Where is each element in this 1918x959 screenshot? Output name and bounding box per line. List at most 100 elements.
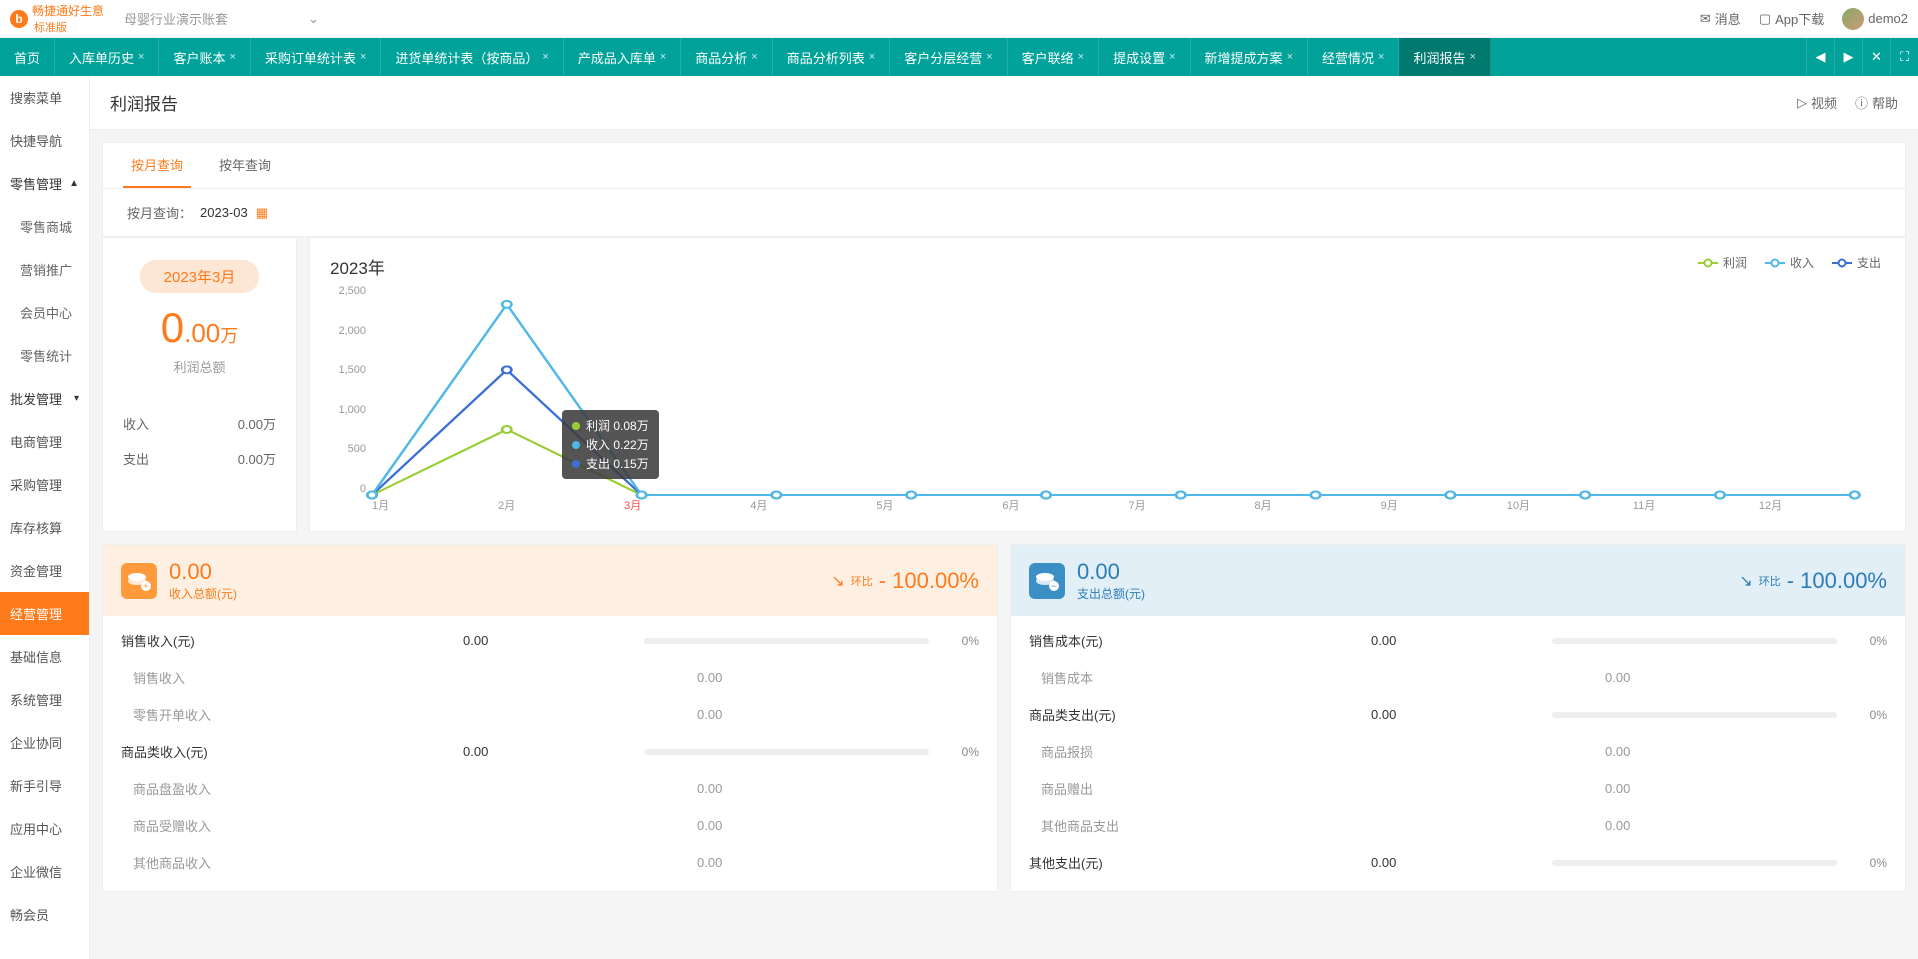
sidebar-item[interactable]: 企业微信	[0, 850, 89, 893]
table-row: 商品赠出0.00	[1029, 770, 1887, 807]
tab[interactable]: 利润报告×	[1399, 38, 1490, 76]
tab[interactable]: 采购订单统计表×	[251, 38, 381, 76]
table-row: 商品报损0.00	[1029, 733, 1887, 770]
sidebar-item[interactable]: 应用中心	[0, 807, 89, 850]
table-row: 销售收入(元)0.000%	[121, 622, 979, 659]
progress-bar	[1552, 712, 1837, 718]
progress-bar	[1552, 860, 1837, 866]
close-icon[interactable]: ×	[1469, 51, 1475, 63]
svg-text:+: +	[143, 581, 148, 591]
close-icon[interactable]: ×	[229, 51, 235, 63]
tab[interactable]: 产成品入库单×	[564, 38, 681, 76]
svg-text:−: −	[1051, 581, 1056, 591]
tab[interactable]: 经营情况×	[1308, 38, 1399, 76]
message-icon: ✉	[1700, 11, 1711, 27]
table-row: 其他商品支出0.00	[1029, 807, 1887, 844]
sidebar-item[interactable]: 经营管理	[0, 592, 89, 635]
tabs-prev[interactable]: ◀	[1806, 38, 1834, 76]
sidebar-item[interactable]: 库存核算	[0, 506, 89, 549]
sidebar-item[interactable]: 企业协同	[0, 721, 89, 764]
tabs-close-all[interactable]: ✕	[1862, 38, 1890, 76]
tab[interactable]: 提成设置×	[1099, 38, 1190, 76]
tab[interactable]: 客户联络×	[1008, 38, 1099, 76]
sidebar-item[interactable]: 采购管理	[0, 463, 89, 506]
close-icon[interactable]: ×	[138, 51, 144, 63]
tabstrip: 首页入库单历史×客户账本×采购订单统计表×进货单统计表（按商品）×产成品入库单×…	[0, 38, 1918, 76]
chart-card: 2023年 利润收入支出 2,5002,0001,5001,0005000 利润…	[309, 237, 1906, 532]
account-selector[interactable]: 母婴行业演示账套 ⌄	[124, 9, 319, 28]
legend-item[interactable]: 利润	[1698, 254, 1747, 271]
tab[interactable]: 新增提成方案×	[1191, 38, 1308, 76]
calendar-icon[interactable]: ▦	[256, 205, 268, 221]
table-row: 商品类支出(元)0.000%	[1029, 696, 1887, 733]
sidebar-item[interactable]: 基础信息	[0, 635, 89, 678]
sidebar-item[interactable]: 零售管理▲	[0, 162, 89, 205]
tab[interactable]: 首页	[0, 38, 55, 76]
help-link[interactable]: ⓘ帮助	[1855, 93, 1898, 112]
tabs-fullscreen[interactable]: ⛶	[1890, 38, 1918, 76]
tab[interactable]: 商品分析列表×	[773, 38, 890, 76]
close-icon[interactable]: ×	[1378, 51, 1384, 63]
tab[interactable]: 商品分析×	[681, 38, 772, 76]
sidebar-item[interactable]: 零售统计	[0, 334, 89, 377]
close-icon[interactable]: ×	[1287, 51, 1293, 63]
sidebar-item[interactable]: 零售商城	[0, 205, 89, 248]
chevron-icon: ▾	[74, 393, 79, 404]
topbar: b 畅捷通好生意 标准版 母婴行业演示账套 ⌄ ✉消息 ▢App下载 demo2	[0, 0, 1918, 38]
edition-label: 标准版	[34, 19, 104, 35]
sidebar-item[interactable]: 资金管理	[0, 549, 89, 592]
progress-bar	[644, 638, 929, 644]
tab[interactable]: 进货单统计表（按商品）×	[381, 38, 563, 76]
income-head-text: 0.00 收入总额(元)	[169, 559, 237, 602]
tabs-next[interactable]: ▶	[1834, 38, 1862, 76]
close-icon[interactable]: ×	[1169, 51, 1175, 63]
subtab[interactable]: 按年查询	[211, 143, 279, 188]
sidebar-item[interactable]: 搜索菜单	[0, 76, 89, 119]
close-icon[interactable]: ×	[1078, 51, 1084, 63]
chart-title: 2023年	[330, 254, 1885, 279]
tab[interactable]: 客户账本×	[159, 38, 250, 76]
sidebar-item[interactable]: 营销推广	[0, 248, 89, 291]
legend-item[interactable]: 收入	[1765, 254, 1814, 271]
download-link[interactable]: ▢App下载	[1759, 9, 1824, 28]
close-icon[interactable]: ×	[869, 51, 875, 63]
income-change: ↘ 环比 - 100.00%	[831, 568, 979, 594]
trend-down-icon: ↘	[831, 571, 844, 591]
table-row: 其他商品收入0.00	[121, 844, 979, 881]
trend-down-icon: ↘	[1739, 571, 1752, 591]
subtab[interactable]: 按月查询	[123, 143, 191, 188]
sidebar-item[interactable]: 畅会员	[0, 893, 89, 936]
close-icon[interactable]: ×	[751, 51, 757, 63]
income-panel-head: + 0.00 收入总额(元) ↘ 环比 - 100.00%	[103, 545, 997, 616]
page-title: 利润报告	[110, 90, 178, 115]
messages-link[interactable]: ✉消息	[1700, 9, 1741, 28]
close-icon[interactable]: ×	[542, 51, 548, 63]
sidebar-item[interactable]: 新手引导	[0, 764, 89, 807]
topbar-actions: ✉消息 ▢App下载 demo2	[1700, 8, 1908, 30]
sidebar-item[interactable]: 会员中心	[0, 291, 89, 334]
logo: b 畅捷通好生意 标准版	[10, 2, 104, 35]
sidebar-item[interactable]: 电商管理	[0, 420, 89, 463]
table-row: 商品类收入(元)0.000%	[121, 733, 979, 770]
expense-panel: − 0.00 支出总额(元) ↘ 环比 - 100.00% 销售成本(元)0.0…	[1010, 544, 1906, 892]
chart-legend: 利润 收入 支出	[1698, 254, 1881, 271]
close-icon[interactable]: ×	[360, 51, 366, 63]
income-table: 销售收入(元)0.000%销售收入0.00零售开单收入0.00商品类收入(元)0…	[103, 616, 997, 891]
profit-label: 利润总额	[173, 357, 225, 376]
sidebar-item[interactable]: 快捷导航	[0, 119, 89, 162]
close-icon[interactable]: ×	[986, 51, 992, 63]
user-menu[interactable]: demo2	[1842, 8, 1908, 30]
table-row: 销售成本(元)0.000%	[1029, 622, 1887, 659]
expense-kv: 支出0.00万	[119, 441, 280, 476]
tab[interactable]: 入库单历史×	[55, 38, 159, 76]
income-panel: + 0.00 收入总额(元) ↘ 环比 - 100.00% 销售收入(元)0.0…	[102, 544, 998, 892]
progress-bar	[1552, 638, 1837, 644]
video-link[interactable]: ▷视频	[1797, 93, 1837, 112]
sidebar: 搜索菜单快捷导航零售管理▲零售商城营销推广会员中心零售统计批发管理▾电商管理采购…	[0, 76, 90, 959]
filter-date[interactable]: 2023-03	[200, 205, 248, 220]
sidebar-item[interactable]: 系统管理	[0, 678, 89, 721]
close-icon[interactable]: ×	[660, 51, 666, 63]
tab[interactable]: 客户分层经营×	[890, 38, 1007, 76]
sidebar-item[interactable]: 批发管理▾	[0, 377, 89, 420]
legend-item[interactable]: 支出	[1832, 254, 1881, 271]
